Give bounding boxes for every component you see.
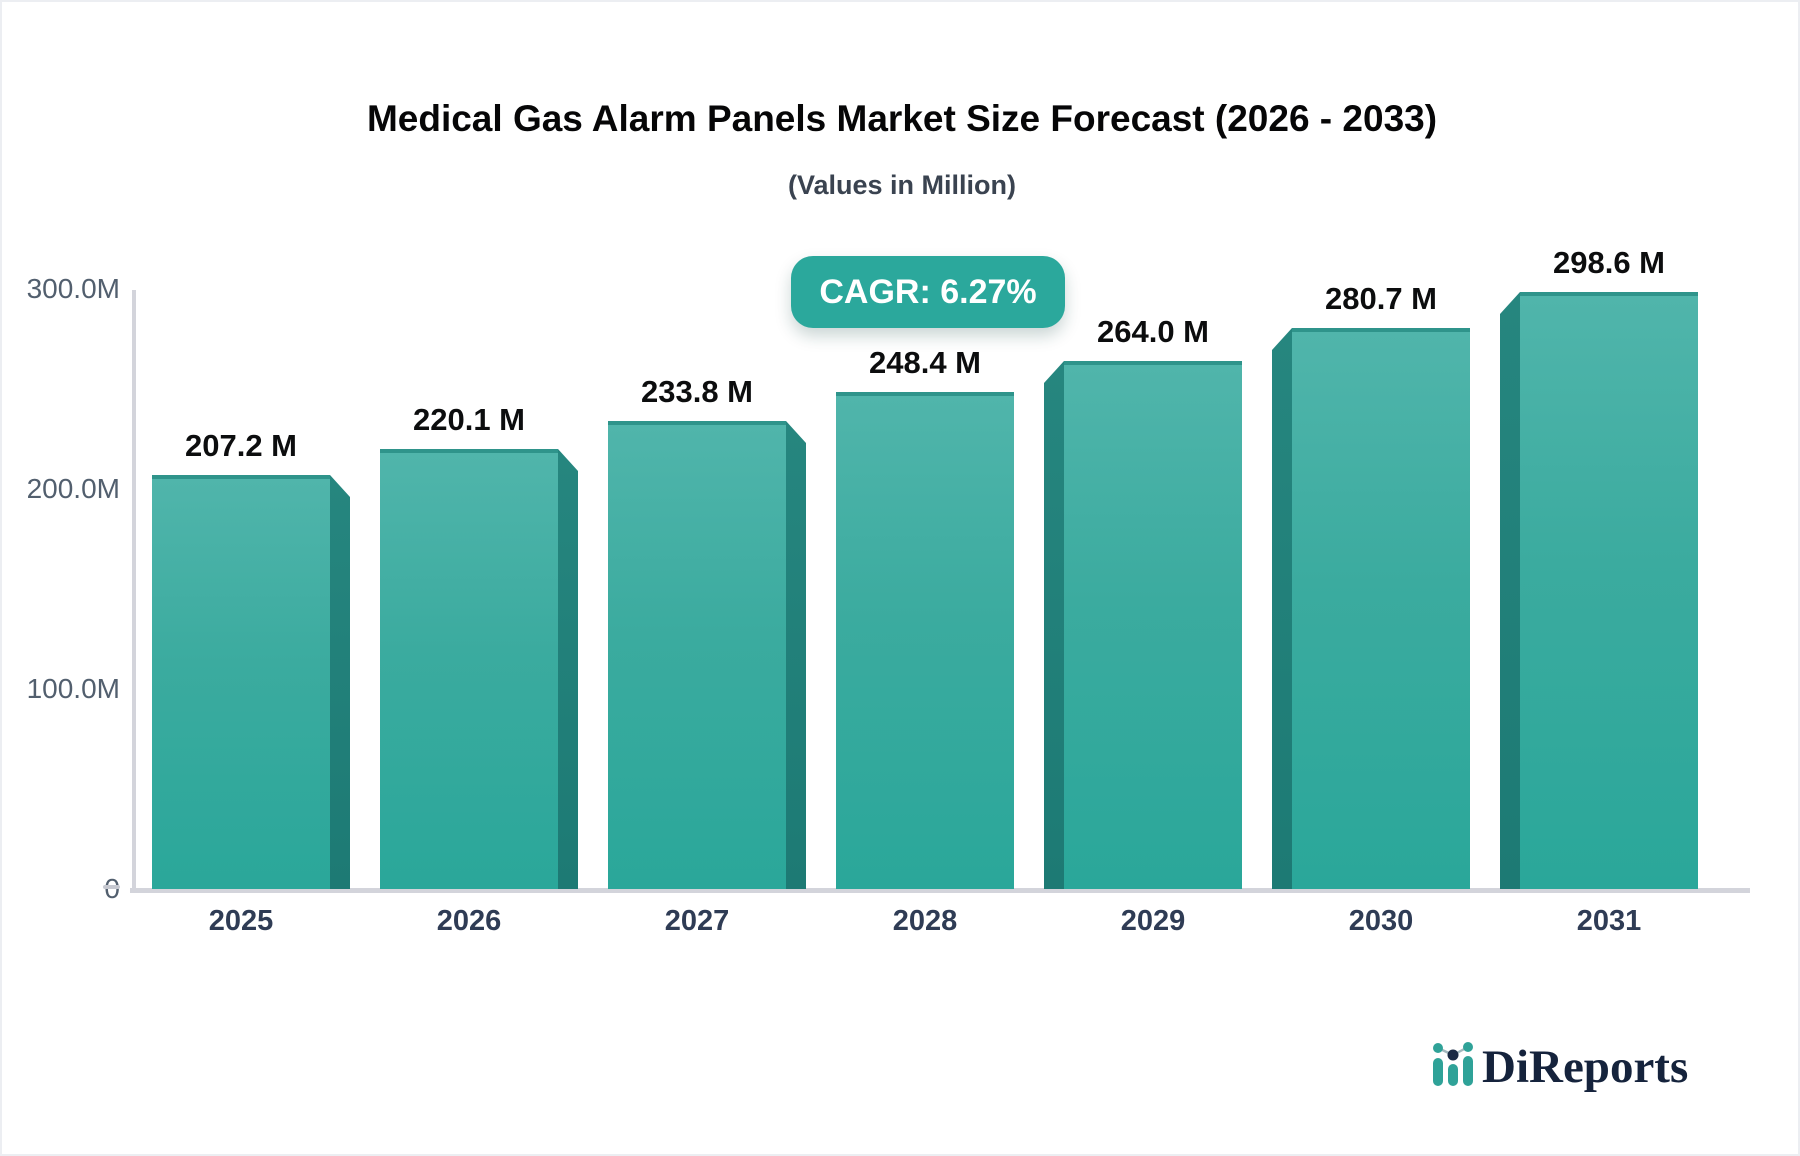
x-axis-baseline bbox=[130, 888, 1750, 893]
bar-value-label: 298.6 M bbox=[1552, 245, 1665, 280]
y-axis-zero-tick-mark bbox=[103, 885, 120, 889]
bar-3d-side-2031 bbox=[1500, 292, 1520, 889]
bar-2031 bbox=[1520, 292, 1698, 889]
bar-2025 bbox=[152, 475, 330, 889]
x-tick-label-2028: 2028 bbox=[892, 905, 958, 937]
bar-2030 bbox=[1292, 328, 1470, 889]
bar-value-label: 264.0 M bbox=[1096, 314, 1209, 349]
x-tick-label-2025: 2025 bbox=[208, 905, 274, 937]
bar-2028 bbox=[836, 392, 1014, 889]
bar-3d-side-2027 bbox=[786, 421, 806, 889]
x-tick-label-2031: 2031 bbox=[1576, 905, 1642, 937]
x-tick-label-2029: 2029 bbox=[1120, 905, 1186, 937]
bar-2029 bbox=[1064, 361, 1242, 889]
logo-wordmark: DiReports bbox=[1482, 1041, 1689, 1093]
bar-3d-side-2025 bbox=[330, 475, 350, 889]
y-tick-label: 0 bbox=[8, 873, 120, 905]
bar-chart-dots-icon bbox=[1433, 1042, 1473, 1086]
y-tick-label: 200.0M bbox=[26, 473, 120, 504]
bar-value-label: 220.1 M bbox=[412, 402, 525, 437]
y-tick-label: 300.0M bbox=[26, 273, 120, 304]
chart-subtitle: (Values in Million) bbox=[787, 170, 1017, 200]
bar-2027 bbox=[608, 421, 786, 889]
bar-value-label: 280.7 M bbox=[1324, 281, 1437, 316]
x-tick-label-2026: 2026 bbox=[436, 905, 502, 937]
bar-3d-side-2026 bbox=[558, 449, 578, 889]
bar-value-label: 207.2 M bbox=[184, 428, 297, 463]
x-tick-label-2027: 2027 bbox=[664, 905, 730, 937]
y-tick-label: 100.0M bbox=[26, 673, 120, 704]
bar-3d-side-2029 bbox=[1044, 361, 1064, 889]
bar-value-label: 233.8 M bbox=[640, 374, 753, 409]
bar-2026 bbox=[380, 449, 558, 889]
direports-logo: DiReports bbox=[1430, 1038, 1688, 1096]
chart-title: Medical Gas Alarm Panels Market Size For… bbox=[366, 98, 1438, 139]
cagr-badge: CAGR: 6.27% bbox=[791, 256, 1065, 328]
bar-3d-side-2030 bbox=[1272, 328, 1292, 889]
x-tick-label-2030: 2030 bbox=[1348, 905, 1414, 937]
bar-value-label: 248.4 M bbox=[868, 345, 981, 380]
y-axis-line bbox=[132, 290, 136, 890]
